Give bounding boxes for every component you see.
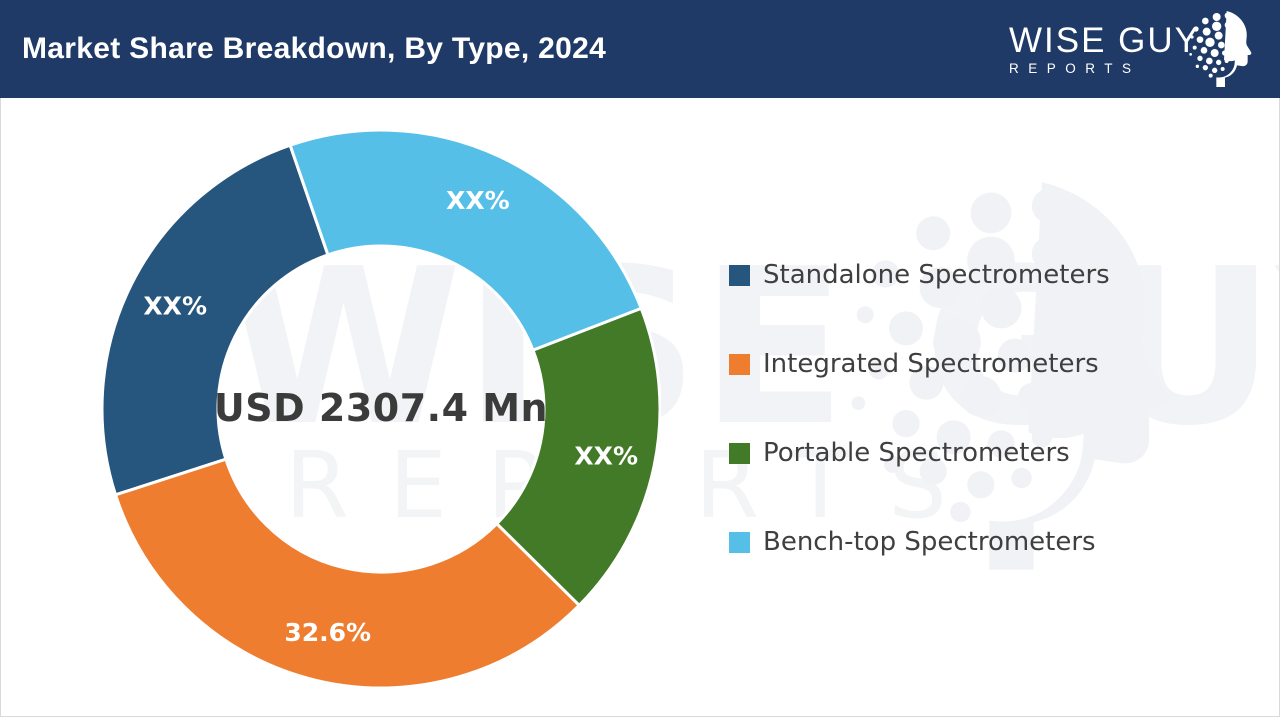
logo-face-icon	[1189, 11, 1252, 87]
donut-center-value: USD 2307.4 Mn	[213, 386, 549, 430]
legend-swatch-benchtop	[729, 531, 750, 553]
legend-label: Bench-top Spectrometers	[763, 527, 1096, 557]
slice-value-label: XX%	[143, 292, 207, 321]
slice-value-label: 32.6%	[284, 618, 371, 647]
legend-swatch-standalone	[729, 264, 750, 286]
donut-slice-4	[288, 129, 643, 352]
legend-item-standalone: Standalone Spectrometers	[729, 260, 1110, 290]
legend-label: Integrated Spectrometers	[763, 349, 1099, 379]
donut-slice-2	[114, 457, 581, 689]
watermark-face-icon	[851, 182, 1168, 570]
legend-label: Portable Spectrometers	[763, 438, 1070, 468]
legend: Standalone Spectrometers Integrated Spec…	[729, 260, 1110, 616]
donut-slice-3	[495, 306, 661, 607]
legend-swatch-portable	[729, 442, 750, 464]
donut-chart: XX% 32.6% XX% XX%	[101, 129, 661, 689]
logo-text: WISE GUY REPORTS	[1009, 23, 1200, 76]
logo-wordmark: WISE GUY	[1008, 20, 1200, 60]
donut-slice-1	[101, 143, 330, 497]
legend-item-integrated: Integrated Spectrometers	[729, 349, 1110, 379]
legend-item-portable: Portable Spectrometers	[729, 438, 1110, 468]
legend-item-benchtop: Bench-top Spectrometers	[729, 527, 1110, 557]
wise-guy-logo: WISE GUY REPORTS	[1009, 9, 1254, 89]
slice-value-label: XX%	[446, 186, 510, 215]
logo-subtitle: REPORTS	[1008, 60, 1141, 76]
slice-value-label: XX%	[574, 442, 638, 471]
legend-swatch-integrated	[729, 353, 750, 375]
legend-label: Standalone Spectrometers	[763, 260, 1110, 290]
page-title: Market Share Breakdown, By Type, 2024	[22, 32, 607, 65]
header: Market Share Breakdown, By Type, 2024 WI…	[0, 0, 1280, 98]
